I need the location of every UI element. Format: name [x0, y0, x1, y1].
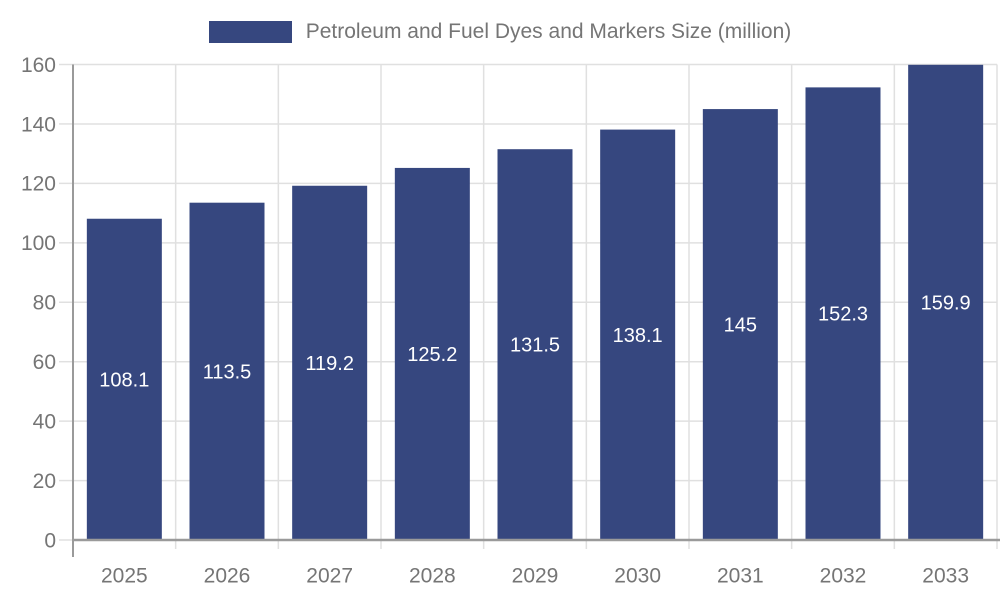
bar-value-label: 108.1 [99, 369, 149, 391]
y-tick-label: 40 [33, 410, 56, 433]
y-tick-label: 20 [33, 470, 56, 493]
bar-value-label: 113.5 [203, 361, 252, 383]
x-tick-label: 2032 [820, 564, 867, 587]
bar-value-label: 131.5 [510, 335, 560, 357]
bar-2025[interactable] [86, 218, 162, 541]
y-tick-label: 140 [21, 113, 56, 136]
bar-value-label: 152.3 [818, 304, 868, 326]
legend-swatch-icon [208, 20, 292, 43]
bar-value-label: 145 [724, 315, 757, 337]
bar-2028[interactable] [394, 167, 470, 540]
legend-item[interactable]: Petroleum and Fuel Dyes and Markers Size… [208, 20, 792, 43]
x-tick-label: 2028 [409, 564, 456, 587]
axes [72, 64, 1000, 557]
x-tick-label: 2027 [306, 564, 353, 587]
legend: Petroleum and Fuel Dyes and Markers Size… [0, 20, 1000, 43]
y-tick-label: 0 [44, 529, 56, 552]
bar-2031[interactable] [702, 109, 778, 540]
x-tick-label: 2026 [204, 564, 251, 587]
bars: 108.1 113.5 119.2 125.2 131.5 138.1 145 152.3 15… [86, 64, 984, 541]
y-tick-label: 160 [21, 54, 56, 77]
bar-2032[interactable] [805, 87, 881, 541]
x-tick-label: 2029 [512, 564, 559, 587]
bar-value-label: 125.2 [407, 344, 457, 366]
y-tick-label: 100 [21, 232, 56, 255]
y-tick-label: 120 [21, 173, 56, 196]
y-tick-label: 80 [33, 292, 56, 315]
y-tick-label: 60 [33, 351, 56, 374]
x-tick-label: 2033 [922, 564, 969, 587]
x-tick-label: 2031 [717, 564, 764, 587]
bar-value-label: 138.1 [613, 325, 663, 347]
x-tick-label: 2025 [101, 564, 148, 587]
bar-2029[interactable] [497, 149, 573, 541]
legend-label: Petroleum and Fuel Dyes and Markers Size… [305, 20, 792, 43]
bar-2033[interactable] [908, 64, 984, 541]
bar-value-label: 159.9 [921, 292, 971, 314]
bar-2030[interactable] [600, 129, 676, 541]
x-tick-label: 2030 [614, 564, 661, 587]
bar-value-label: 119.2 [305, 353, 354, 375]
axis-tick-labels: 0 20 40 60 80 100 120 140 160 2025 2026 2027 2028 202… [21, 54, 969, 587]
bar-2027[interactable] [292, 185, 368, 540]
bar-2026[interactable] [189, 202, 265, 540]
